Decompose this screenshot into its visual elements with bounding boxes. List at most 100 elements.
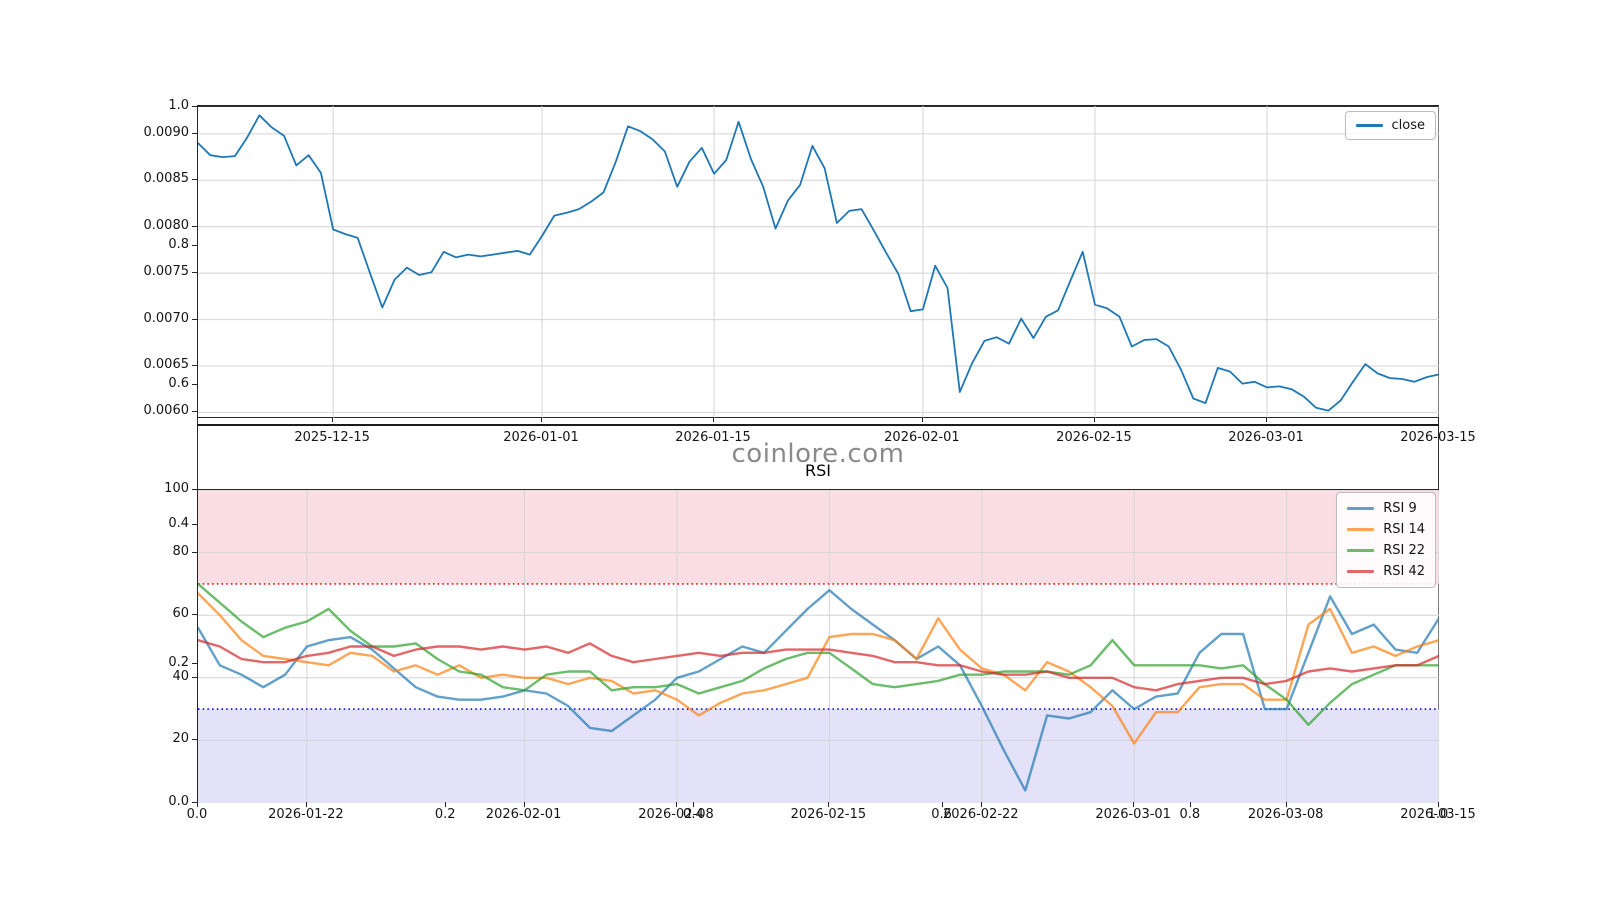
x-tick-label: 2026-03-08 bbox=[1247, 807, 1324, 822]
x-tick-mark bbox=[713, 417, 715, 422]
x-tick-label: 2026-01-22 bbox=[268, 807, 344, 822]
legend-label-rsi9: RSI 9 bbox=[1383, 501, 1417, 516]
y-tick-label: 0.0085 bbox=[143, 171, 190, 187]
legend-row-close: close bbox=[1355, 117, 1425, 134]
x-tick-label: 2026-02-15 bbox=[1056, 430, 1132, 445]
overlay-y-tick-mark bbox=[192, 245, 197, 247]
y-tick-label: 100 bbox=[164, 481, 189, 496]
overlay-y-tick-mark bbox=[192, 384, 197, 386]
y-tick-mark bbox=[192, 739, 197, 741]
overlay-y-tick-mark bbox=[192, 662, 197, 664]
legend-row-rsi14: RSI 14 bbox=[1347, 519, 1425, 540]
overlay-x-tick-mark bbox=[1438, 802, 1439, 807]
overlay-y-tick-label: 0.0 bbox=[168, 794, 189, 809]
overlay-y-tick-label: 0.6 bbox=[168, 376, 189, 392]
x-tick-label: 2026-02-01 bbox=[485, 807, 562, 822]
legend-row-rsi9: RSI 9 bbox=[1347, 498, 1425, 519]
rsi42-line-sample bbox=[1347, 570, 1375, 573]
shaded-band-overbought-zone bbox=[198, 490, 1439, 584]
legend-label-rsi14: RSI 14 bbox=[1383, 522, 1425, 537]
y-tick-mark bbox=[192, 551, 197, 553]
x-tick-label: 2026-02-22 bbox=[943, 807, 1019, 822]
x-tick-mark bbox=[1133, 802, 1135, 807]
x-tick-mark bbox=[980, 802, 982, 807]
overlay-y-tick-mark bbox=[192, 802, 197, 803]
y-tick-mark bbox=[192, 676, 197, 678]
x-tick-mark bbox=[541, 417, 543, 422]
overlay-y-tick-mark bbox=[192, 106, 197, 107]
legend-row-rsi42: RSI 42 bbox=[1347, 561, 1425, 582]
y-tick-mark bbox=[192, 179, 197, 181]
x-tick-label: 2026-01-15 bbox=[675, 430, 751, 445]
rsi22-line bbox=[198, 582, 1439, 727]
rsi-chart-title: RSI bbox=[805, 461, 831, 480]
x-tick-mark bbox=[523, 802, 525, 807]
rsi9-line-sample bbox=[1347, 507, 1375, 510]
y-tick-label: 0.0070 bbox=[143, 310, 190, 326]
overlay-x-tick-mark bbox=[941, 802, 943, 807]
rsi22-line-sample bbox=[1347, 549, 1375, 552]
x-tick-mark bbox=[921, 417, 923, 422]
overlay-y-tick-label: 0.4 bbox=[168, 515, 189, 531]
overlay-x-tick-label: 0.0 bbox=[186, 807, 208, 822]
axis-divider-line bbox=[197, 424, 1439, 426]
legend-label-rsi22: RSI 22 bbox=[1383, 543, 1425, 558]
y-tick-mark bbox=[192, 272, 197, 274]
x-tick-label: 2026-03-15 bbox=[1400, 430, 1476, 445]
y-tick-label: 40 bbox=[172, 668, 189, 684]
x-tick-label: 2026-02-15 bbox=[790, 807, 867, 822]
rsi14-line bbox=[198, 592, 1439, 745]
y-tick-mark bbox=[192, 132, 197, 134]
close-line-sample bbox=[1355, 124, 1383, 127]
legend-row-rsi22: RSI 22 bbox=[1347, 540, 1425, 561]
y-tick-mark bbox=[192, 489, 197, 490]
x-tick-mark bbox=[1093, 417, 1095, 422]
x-tick-label: 2026-03-01 bbox=[1228, 430, 1304, 445]
y-tick-label: 0.0075 bbox=[143, 264, 190, 280]
overlay-x-tick-mark bbox=[197, 802, 198, 807]
y-tick-label: 60 bbox=[172, 606, 189, 622]
y-tick-label: 80 bbox=[172, 543, 189, 559]
x-tick-label: 2026-03-15 bbox=[1400, 807, 1476, 822]
x-tick-label: 2025-12-15 bbox=[294, 430, 370, 445]
rsi-chart-axes bbox=[197, 489, 1439, 803]
rsi9-line bbox=[198, 588, 1439, 792]
x-tick-mark bbox=[1438, 417, 1439, 422]
x-tick-mark bbox=[828, 802, 830, 807]
y-tick-mark bbox=[192, 225, 197, 227]
x-tick-label: 2026-02-01 bbox=[884, 430, 960, 445]
overlay-x-tick-mark bbox=[445, 802, 447, 807]
x-tick-mark bbox=[1285, 802, 1287, 807]
shaded-band-oversold-zone bbox=[198, 709, 1439, 803]
legend-label-rsi42: RSI 42 bbox=[1383, 564, 1425, 579]
legend-label-close: close bbox=[1391, 118, 1425, 133]
y-tick-label: 20 bbox=[172, 731, 189, 747]
y-tick-mark bbox=[192, 318, 197, 320]
close-line bbox=[198, 114, 1439, 412]
y-tick-label: 0.0080 bbox=[143, 217, 190, 233]
price-chart-axes bbox=[197, 105, 1439, 418]
watermark: coinlore.com bbox=[731, 439, 905, 469]
y-tick-label: 0.0060 bbox=[143, 403, 190, 419]
overlay-y-tick-mark bbox=[192, 523, 197, 525]
overlay-y-tick-label: 1.0 bbox=[168, 98, 189, 113]
x-tick-mark bbox=[675, 802, 677, 807]
overlay-x-tick-label: 1.0 bbox=[1427, 807, 1449, 822]
overlay-x-tick-label: 0.8 bbox=[1179, 807, 1201, 822]
rsi14-line-sample bbox=[1347, 528, 1375, 531]
x-tick-label: 2026-03-01 bbox=[1095, 807, 1171, 822]
rsi-legend: RSI 9 RSI 14 RSI 22 RSI 42 bbox=[1336, 492, 1436, 588]
overlay-x-tick-label: 0.6 bbox=[931, 807, 952, 822]
x-tick-mark bbox=[332, 417, 334, 422]
overlay-x-tick-label: 0.4 bbox=[683, 807, 704, 822]
price-plot bbox=[198, 106, 1439, 418]
x-tick-label: 2026-01-01 bbox=[503, 430, 579, 445]
price-legend: close bbox=[1344, 111, 1436, 140]
overlay-x-tick-mark bbox=[693, 802, 695, 807]
overlay-y-tick-label: 0.8 bbox=[168, 237, 189, 253]
rsi-plot bbox=[198, 490, 1439, 803]
overlay-x-tick-label: 0.2 bbox=[434, 807, 456, 822]
y-tick-label: 0.0065 bbox=[143, 357, 190, 372]
x-tick-mark bbox=[1265, 417, 1267, 422]
